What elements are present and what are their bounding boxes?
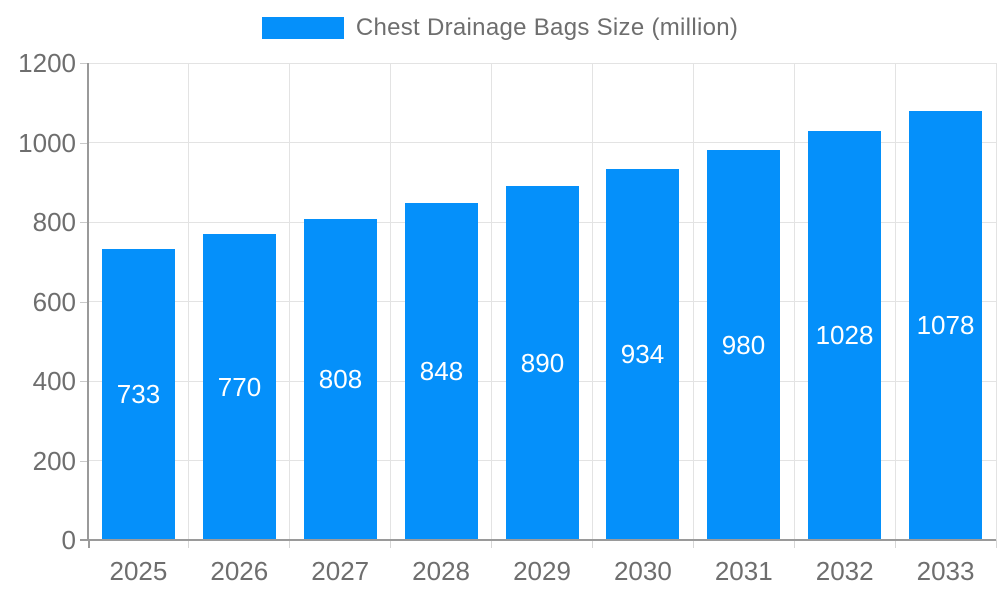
x-gridline — [793, 63, 795, 540]
y-axis-tick-label: 400 — [32, 366, 76, 396]
y-axis-tick — [80, 63, 88, 64]
x-axis-tick — [491, 540, 493, 548]
legend-label: Chest Drainage Bags Size (million) — [355, 14, 739, 41]
y-gridline — [88, 142, 996, 143]
y-axis-tick-label: 800 — [32, 207, 76, 237]
y-axis-tick-label: 0 — [61, 525, 76, 555]
y-axis-tick-label: 200 — [32, 445, 76, 476]
bar-value-label: 770 — [217, 371, 262, 402]
bar[interactable]: 848 — [405, 203, 478, 540]
x-gridline — [289, 63, 291, 540]
x-axis-tick — [390, 540, 392, 548]
x-axis-tick — [793, 540, 795, 548]
bar-value-label: 980 — [721, 329, 766, 360]
x-gridline — [491, 63, 493, 540]
bar[interactable]: 733 — [102, 249, 175, 540]
legend[interactable]: Chest Drainage Bags Size (million) — [0, 14, 1000, 42]
x-axis-tick — [289, 540, 291, 548]
bar[interactable]: 890 — [506, 186, 579, 540]
plot-area: 733 770 808 848 890 934 980 1028 1078 — [88, 62, 997, 540]
bar-value-label: 733 — [116, 379, 161, 409]
y-axis-tick — [80, 222, 88, 223]
bar[interactable]: 808 — [304, 219, 377, 540]
bar-value-label: 1028 — [815, 320, 874, 350]
y-axis-tick — [80, 301, 88, 303]
bar-value-label: 890 — [520, 347, 565, 378]
x-axis-tick-label: 2027 — [311, 556, 370, 586]
y-axis-tick-label: 1000 — [18, 127, 76, 158]
y-axis-tick-label: 600 — [32, 286, 76, 317]
x-axis-tick-label: 2028 — [412, 556, 471, 586]
y-axis-tick-label: 1200 — [18, 48, 76, 78]
x-axis-tick-label: 2026 — [210, 556, 269, 586]
x-axis-tick — [591, 540, 593, 548]
x-axis-tick-label: 2025 — [109, 556, 168, 586]
x-gridline — [995, 63, 997, 540]
bar-value-label: 808 — [318, 364, 363, 394]
bar[interactable]: 934 — [606, 169, 679, 540]
y-gridline — [88, 62, 996, 64]
x-axis-tick-label: 2033 — [916, 556, 975, 586]
x-axis-tick — [995, 540, 997, 548]
x-axis-tick — [87, 540, 90, 548]
y-axis-line — [87, 63, 89, 540]
bar[interactable]: 980 — [707, 150, 780, 540]
x-axis-tick — [692, 540, 694, 548]
bar-value-label: 934 — [620, 339, 665, 369]
y-axis-tick — [80, 460, 88, 462]
bar[interactable]: 1078 — [909, 111, 982, 540]
x-axis-tick — [894, 540, 896, 548]
x-gridline — [188, 63, 190, 540]
x-gridline — [591, 63, 593, 540]
bar-value-label: 1078 — [916, 310, 975, 340]
x-axis-tick-label: 2030 — [613, 556, 672, 586]
legend-swatch-icon — [261, 17, 344, 39]
bar[interactable]: 770 — [203, 234, 276, 540]
x-axis-tick-label: 2029 — [513, 556, 571, 586]
y-axis-tick — [80, 381, 88, 382]
x-gridline — [894, 63, 896, 540]
bar-value-label: 848 — [419, 356, 464, 386]
y-axis-tick — [80, 142, 88, 144]
x-axis-line — [80, 539, 996, 541]
x-axis-tick-label: 2031 — [714, 556, 773, 586]
x-gridline — [692, 63, 694, 540]
x-axis-tick — [188, 540, 190, 548]
x-axis-tick-label: 2032 — [815, 556, 874, 586]
bar[interactable]: 1028 — [808, 131, 881, 540]
x-gridline — [390, 63, 392, 540]
